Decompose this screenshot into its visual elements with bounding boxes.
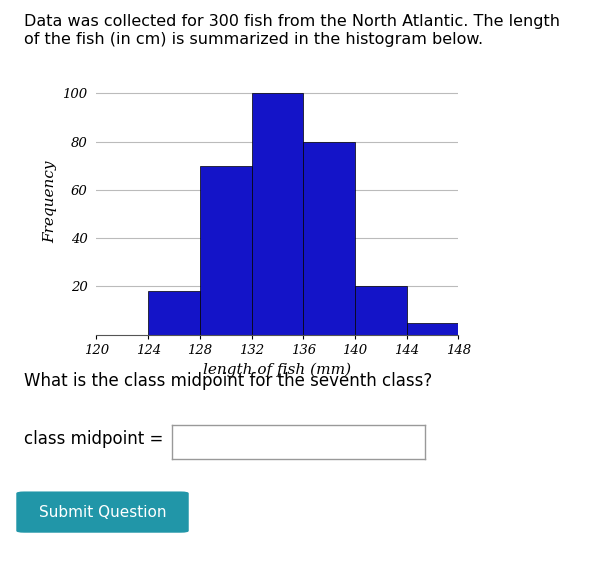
Text: class midpoint =: class midpoint = (24, 430, 163, 448)
Bar (355, 286, 406, 335)
FancyBboxPatch shape (16, 492, 189, 533)
Bar (406, 323, 458, 335)
Text: What is the class midpoint for the seventh class?: What is the class midpoint for the seven… (24, 372, 432, 390)
Bar (200, 166, 251, 335)
Text: of the fish (in cm) is summarized in the histogram below.: of the fish (in cm) is summarized in the… (24, 32, 483, 47)
Y-axis label: Frequency: Frequency (43, 161, 57, 243)
Text: Submit Question: Submit Question (39, 505, 166, 519)
Bar (251, 93, 303, 335)
Bar (303, 141, 355, 335)
X-axis label: length of fish (mm): length of fish (mm) (203, 362, 352, 377)
Bar (148, 291, 200, 335)
Text: Data was collected for 300 fish from the North Atlantic. The length: Data was collected for 300 fish from the… (24, 14, 560, 29)
